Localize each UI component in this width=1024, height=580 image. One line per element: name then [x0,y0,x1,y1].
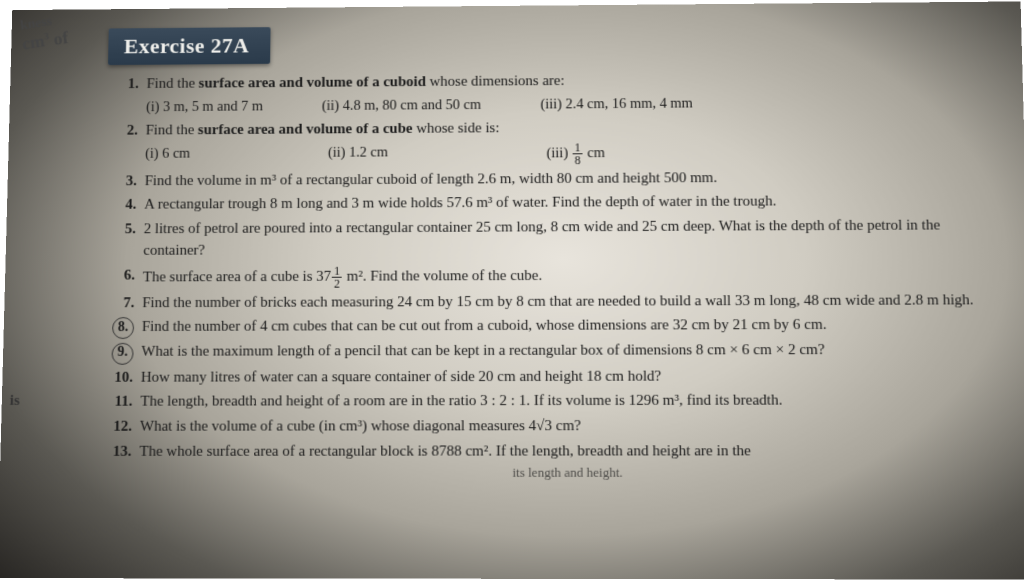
margin-top-fragment: kness cm3 of [19,12,69,54]
question-number: 3. [111,171,137,192]
question-number: 10. [107,367,133,389]
question-text: Find the surface area and volume of a cu… [146,68,993,118]
question-number: 7. [109,293,135,315]
question-number: 11. [106,392,132,414]
question-number: 13. [105,442,132,483]
question-8: 8. Find the number of 4 cm cubes that ca… [108,315,999,340]
question-text: Find the surface area and volume of a cu… [145,115,995,168]
circled-number: 9. [111,342,133,364]
question-list: 1. Find the surface area and volume of a… [99,68,1003,482]
question-text: 2 litres of petrol are poured into a rec… [143,215,997,262]
question-number: 1. [113,74,139,118]
subpart-ii: (ii) 4.8 m, 80 cm and 50 cm [322,95,481,117]
exercise-header: Exercise 27A [108,27,271,65]
question-11: 11. The length, breadth and height of a … [106,390,1001,413]
subpart-i: (i) 6 cm [145,143,190,168]
question-12: 12. What is the volume of a cube (in cm³… [106,416,1002,439]
question-number: 9. [108,342,134,364]
circled-number: 8. [112,317,134,339]
question-subparts: (i) 3 m, 5 m and 7 m (ii) 4.8 m, 80 cm a… [146,91,993,117]
question-text: How many litres of water can a square co… [141,365,1001,389]
question-2: 2. Find the surface area and volume of a… [112,115,995,168]
question-text: The length, breadth and height of a room… [140,390,1001,413]
fraction: 12 [332,264,342,289]
question-text: Find the volume in m³ of a rectangular c… [144,166,995,192]
question-5: 5. 2 litres of petrol are poured into a … [110,215,997,262]
question-13: 13. The whole surface area of a rectangu… [105,441,1003,483]
question-number: 8. [108,317,134,339]
fraction: 18 [573,141,583,166]
question-text: The whole surface area of a rectangular … [139,441,1003,483]
question-number: 4. [111,195,137,216]
question-text: Find the number of 4 cm cubes that can b… [142,315,999,340]
subpart-iii: (iii) 18 cm [546,141,604,166]
question-3: 3. Find the volume in m³ of a rectangula… [111,166,995,192]
question-number: 5. [110,219,136,262]
question-4: 4. A rectangular trough 8 m long and 3 m… [111,191,996,217]
question-text: What is the maximum length of a pencil t… [141,340,1000,364]
subpart-iii: (iii) 2.4 cm, 16 mm, 4 mm [540,94,693,116]
margin-is-fragment: is [10,393,20,410]
question-7: 7. Find the number of bricks each measur… [109,290,999,315]
question-1: 1. Find the surface area and volume of a… [113,68,994,118]
question-subparts: (i) 6 cm (ii) 1.2 cm (iii) 18 cm [145,138,995,168]
question-10: 10. How many litres of water can a squar… [107,365,1000,389]
question-text: The surface area of a cube is 3712 m². F… [143,262,998,290]
question-number: 12. [106,417,132,439]
question-number: 2. [112,121,138,169]
question-text: What is the volume of a cube (in cm³) wh… [140,416,1002,439]
textbook-page: kness cm3 of is Exercise 27A 1. Find the… [0,1,1024,579]
question-number: 6. [109,265,135,290]
question-6: 6. The surface area of a cube is 3712 m²… [109,262,998,290]
question-text: A rectangular trough 8 m long and 3 m wi… [144,191,996,217]
question-text: Find the number of bricks each measuring… [142,290,998,315]
question-trail: its length and height. [139,463,1003,483]
question-9: 9. What is the maximum length of a penci… [108,340,1000,364]
subpart-ii: (ii) 1.2 cm [328,142,388,167]
subpart-i: (i) 3 m, 5 m and 7 m [146,97,263,118]
